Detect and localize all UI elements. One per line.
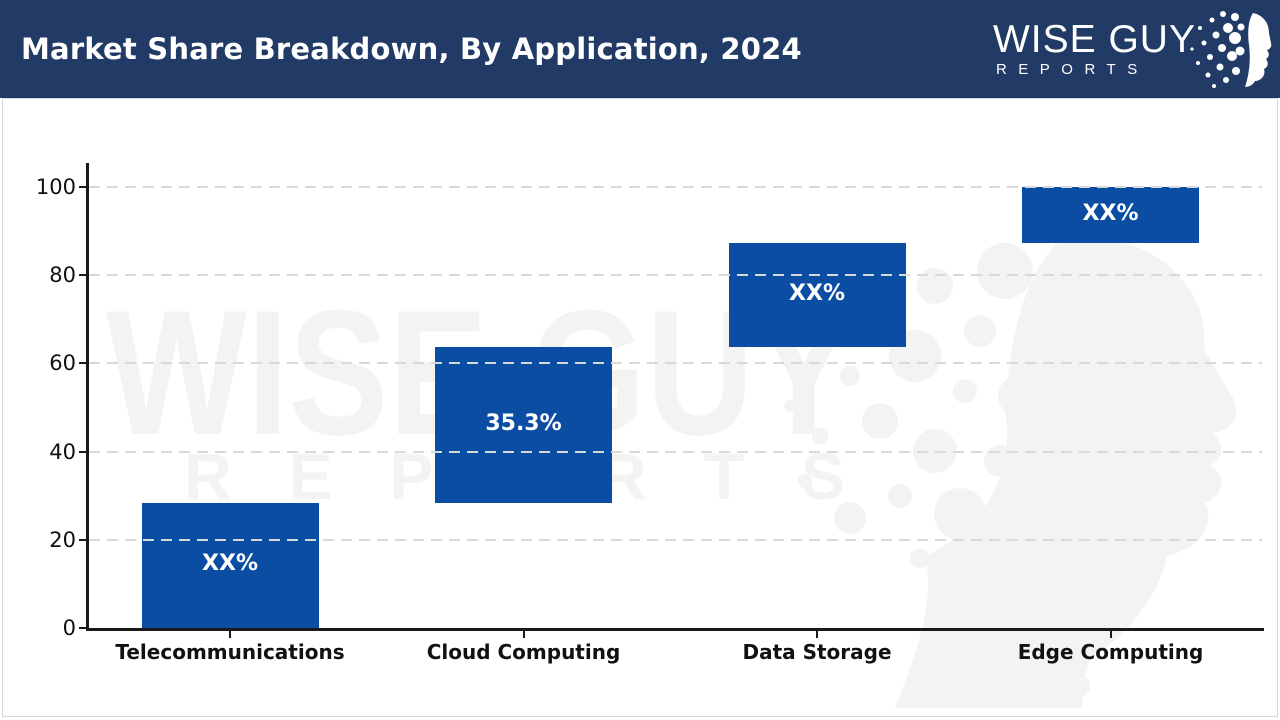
y-tick-label: 100 — [35, 175, 76, 199]
y-tick-mark — [79, 274, 87, 277]
x-category-label: Cloud Computing — [426, 640, 621, 664]
y-axis-line — [86, 163, 89, 630]
bar-edge-computing — [1022, 187, 1199, 244]
y-tick-mark — [79, 186, 87, 188]
bar-data-storage — [728, 243, 906, 348]
brand-head-icon — [1190, 11, 1272, 88]
header: Market Share Breakdown, By Application, … — [0, 0, 1280, 98]
brand-name: WISE GUY — [992, 18, 1196, 61]
x-tick-mark — [816, 630, 818, 638]
y-tick-label: 80 — [49, 263, 76, 288]
y-tick-mark — [79, 362, 87, 365]
page-title: Market Share Breakdown, By Application, … — [21, 32, 802, 66]
bar-value-label: XX% — [1082, 201, 1139, 227]
bar-value-label: XX% — [789, 281, 845, 307]
bar-value-label: 35.3% — [485, 410, 562, 436]
bar-value-label: XX% — [202, 551, 258, 577]
gridline-20 — [89, 538, 1262, 541]
y-tick-label: 60 — [49, 351, 76, 376]
gridline-80 — [89, 274, 1262, 277]
y-tick-label: 20 — [49, 527, 76, 552]
y-tick-mark — [79, 627, 87, 629]
x-tick-mark — [1109, 630, 1112, 638]
watermark-head-graphic — [784, 237, 1237, 708]
gridline-60 — [89, 362, 1262, 365]
bar-telecommunications — [141, 502, 319, 628]
x-category-label: Telecommunications — [115, 640, 345, 664]
y-tick-label: 40 — [49, 439, 76, 464]
x-category-label: Edge Computing — [1017, 640, 1204, 664]
brand-logo-text: WISE GUY REPORTS — [992, 18, 1196, 79]
brand-subname: REPORTS — [995, 61, 1149, 78]
bar-cloud-computing — [435, 347, 612, 503]
y-tick-label: 0 — [62, 616, 76, 640]
y-tick-mark — [79, 450, 87, 453]
x-category-label: Data Storage — [742, 640, 892, 664]
brand-logo: WISE GUY REPORTS — [993, 5, 1274, 93]
gridline-100 — [89, 186, 1262, 188]
gridline-40 — [89, 450, 1262, 453]
y-tick-mark — [79, 538, 87, 541]
x-axis-line — [86, 628, 1264, 631]
x-tick-mark — [522, 630, 525, 638]
x-tick-mark — [229, 630, 231, 638]
